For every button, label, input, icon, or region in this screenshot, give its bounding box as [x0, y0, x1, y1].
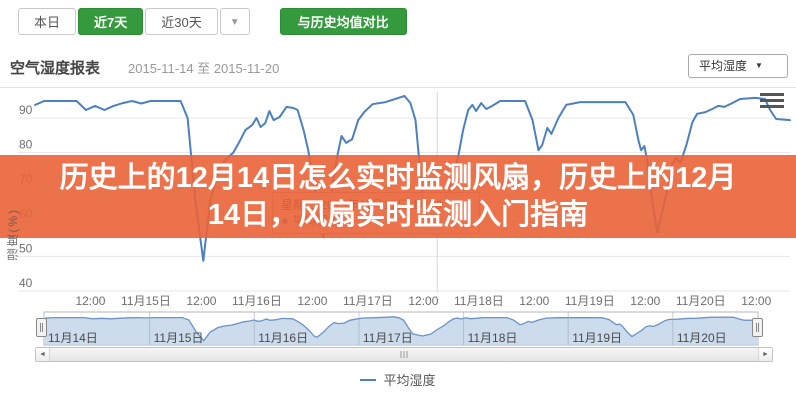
metric-select[interactable]: 平均湿度 ▼: [688, 54, 788, 78]
scrollbar-grip-icon: [400, 351, 408, 358]
y-tick-label-80: 80: [19, 138, 33, 152]
navigator-day-label-0: 11月14日: [48, 331, 98, 345]
chevron-down-icon: ▼: [755, 61, 763, 70]
range-button-30days[interactable]: 近30天: [145, 8, 218, 35]
date-range-toolbar: 本日 近7天 近30天 ▼ 与历史均值对比: [18, 8, 409, 35]
date-range-text: 2015-11-14 至 2015-11-20: [128, 60, 280, 76]
x-tick-label-8: 12:00: [519, 294, 549, 308]
banner-line1: 历史上的12月14日怎么实时监测风扇，历史上的12月: [59, 162, 737, 194]
legend-line-icon: [360, 378, 377, 381]
scrollbar-right-arrow-icon[interactable]: ►: [758, 348, 772, 361]
scrollbar-left-arrow-icon[interactable]: ◄: [36, 348, 50, 361]
x-tick-label-9: 11月19日: [565, 294, 615, 308]
compare-history-button[interactable]: 与历史均值对比: [279, 8, 407, 35]
range-button-7days[interactable]: 近7天: [78, 8, 144, 35]
metric-select-value: 平均湿度: [699, 59, 748, 73]
y-axis-title: 湿度(%): [6, 208, 20, 261]
humidity-chart: 90807060504012:0011月15日12:0011月16日12:001…: [0, 88, 796, 400]
x-tick-label-12: 12:00: [741, 294, 771, 308]
chart-legend[interactable]: 平均湿度: [0, 370, 796, 389]
x-tick-label-7: 11月18日: [454, 294, 504, 308]
overlay-text-banner: 历史上的12月14日怎么实时监测风扇，历史上的12月 14日，风扇实时监测入门指…: [0, 155, 796, 238]
navigator-line: [44, 316, 758, 342]
navigator-day-label-6: 11月20日: [677, 331, 727, 345]
x-tick-label-5: 11月17日: [343, 294, 393, 308]
scrollbar-thumb[interactable]: [50, 348, 758, 361]
x-tick-label-6: 12:00: [408, 294, 438, 308]
navigator-day-label-4: 11月18日: [468, 331, 518, 345]
chart-scrollbar[interactable]: ◄ ►: [35, 347, 773, 362]
x-tick-label-3: 11月16日: [232, 294, 282, 308]
navigator-day-label-3: 11月17日: [363, 331, 413, 345]
x-tick-label-2: 12:00: [186, 294, 216, 308]
navigator-day-label-1: 11月15日: [154, 331, 204, 345]
navigator-right-handle[interactable]: [752, 318, 763, 337]
report-header: 空气湿度报表 2015-11-14 至 2015-11-20 平均湿度 ▼: [10, 54, 788, 80]
x-tick-label-11: 11月20日: [676, 294, 726, 308]
chart-menu-icon[interactable]: [760, 93, 784, 110]
navigator-svg[interactable]: 11月14日 11月15日 11月16日 11月17日 11月18日 11月19日 11月2…: [0, 88, 796, 346]
x-tick-label-1: 11月15日: [121, 294, 171, 308]
x-tick-label-0: 12:00: [75, 294, 105, 308]
legend-label[interactable]: 平均湿度: [383, 373, 436, 388]
navigator-left-handle[interactable]: [36, 318, 47, 337]
range-dropdown-caret-icon[interactable]: ▼: [219, 8, 250, 35]
y-tick-label-50: 50: [19, 241, 33, 255]
range-button-today[interactable]: 本日: [18, 8, 77, 35]
navigator-area: [45, 316, 757, 345]
header-divider: [0, 87, 796, 88]
x-tick-label-4: 12:00: [297, 294, 327, 308]
x-tick-label-10: 12:00: [630, 294, 660, 308]
y-tick-label-40: 40: [19, 276, 33, 290]
banner-line2: 14日，风扇实时监测入门指南: [207, 199, 589, 231]
page-title: 空气湿度报表: [10, 59, 101, 77]
navigator-day-label-5: 11月19日: [572, 331, 622, 345]
navigator-day-label-2: 11月16日: [258, 331, 308, 345]
y-tick-label-90: 90: [19, 103, 33, 117]
